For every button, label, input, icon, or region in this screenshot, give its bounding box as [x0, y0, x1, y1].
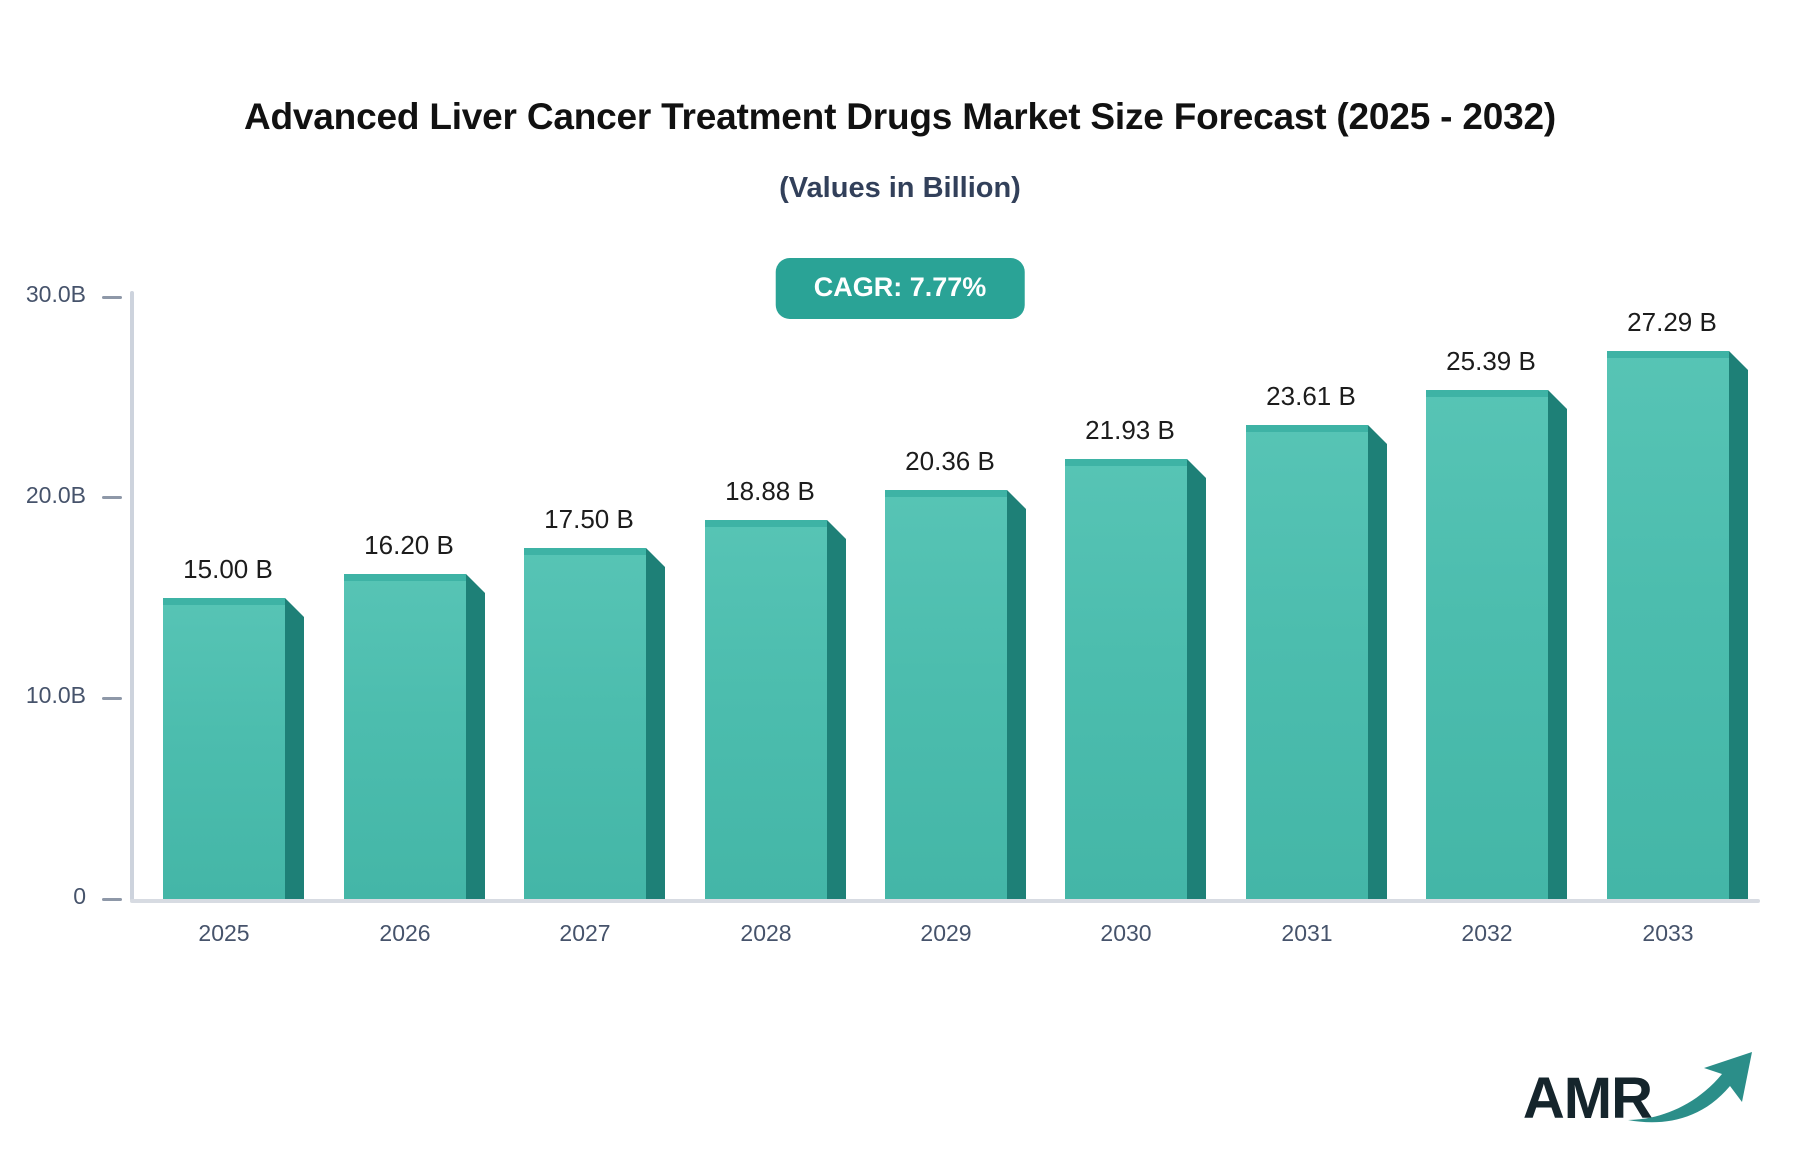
bar-side-face	[1729, 351, 1748, 899]
bar-front-face	[524, 548, 646, 899]
y-axis-tick-mark	[102, 496, 122, 500]
amr-logo-text: AMR	[1522, 1066, 1653, 1131]
y-axis-line	[130, 291, 134, 901]
x-axis-tick-label: 2032	[1461, 920, 1513, 946]
bar-top-face	[1246, 425, 1368, 432]
x-axis-tick-label: 2031	[1281, 920, 1333, 946]
bar-side-face	[1187, 459, 1206, 899]
bar-side-face	[285, 598, 304, 899]
cagr-badge: CAGR: 7.77%	[775, 258, 1025, 319]
bar-side-face	[1548, 390, 1567, 899]
bar	[705, 520, 846, 899]
bar-value-label: 16.20 B	[364, 530, 454, 560]
bar-side-face	[466, 574, 485, 899]
x-axis-tick-label: 2025	[198, 920, 250, 946]
bar-top-face	[1426, 390, 1548, 397]
chart-subtitle: (Values in Billion)	[779, 172, 1021, 204]
bar-front-face	[1246, 425, 1368, 899]
bar-front-face	[1607, 351, 1729, 899]
bar	[885, 490, 1026, 899]
growth-arrow-icon	[1628, 1052, 1752, 1123]
y-axis-tick-mark	[102, 897, 122, 901]
bar-front-face	[885, 490, 1007, 899]
bar-side-face	[1368, 425, 1387, 899]
y-axis-tick-mark	[102, 696, 122, 700]
y-axis-tick-label: 20.0B	[25, 481, 86, 508]
y-axis-tick-label: 10.0B	[25, 682, 86, 709]
y-axis-tick-mark	[102, 295, 122, 299]
x-axis-tick-label: 2028	[740, 920, 792, 946]
bar-value-label: 25.39 B	[1446, 346, 1536, 376]
bar-front-face	[344, 574, 466, 899]
bar	[524, 548, 665, 899]
bar-value-label: 27.29 B	[1627, 307, 1717, 337]
bar-top-face	[344, 574, 466, 581]
bar-top-face	[705, 520, 827, 527]
y-axis-tick-label: 30.0B	[25, 281, 86, 307]
bar-front-face	[1065, 459, 1187, 899]
bar-side-face	[646, 548, 665, 899]
bar	[1426, 390, 1567, 899]
bar-front-face	[163, 598, 285, 899]
x-axis-tick-label: 2033	[1642, 920, 1694, 946]
bar	[344, 574, 485, 899]
x-axis-line	[130, 899, 1760, 903]
x-axis-tick-label: 2027	[559, 920, 611, 946]
bar-top-face	[163, 598, 285, 605]
x-axis-tick-label: 2030	[1100, 920, 1152, 946]
bar	[1607, 351, 1748, 899]
bar-top-face	[885, 490, 1007, 497]
x-axis-tick-label: 2026	[379, 920, 431, 946]
bar-top-face	[524, 548, 646, 555]
bar-top-face	[1065, 459, 1187, 466]
bar	[163, 598, 304, 899]
bar-value-label: 18.88 B	[725, 476, 815, 506]
bar-value-label: 21.93 B	[1085, 415, 1175, 445]
bar-top-face	[1607, 351, 1729, 358]
bar-value-label: 15.00 B	[183, 554, 273, 584]
bar-value-label: 23.61 B	[1266, 381, 1356, 411]
x-axis-tick-label: 2029	[920, 920, 972, 946]
bar-front-face	[1426, 390, 1548, 899]
bar-value-label: 20.36 B	[905, 446, 995, 476]
bar-front-face	[705, 520, 827, 899]
bar-value-label: 17.50 B	[544, 504, 634, 534]
bar	[1246, 425, 1387, 899]
chart-title: Advanced Liver Cancer Treatment Drugs Ma…	[244, 96, 1556, 137]
bar	[1065, 459, 1206, 899]
y-axis-tick-label: 0	[73, 883, 86, 909]
bar-side-face	[827, 520, 846, 899]
bar-side-face	[1007, 490, 1026, 899]
amr-logo: AMR	[1523, 1050, 1758, 1128]
